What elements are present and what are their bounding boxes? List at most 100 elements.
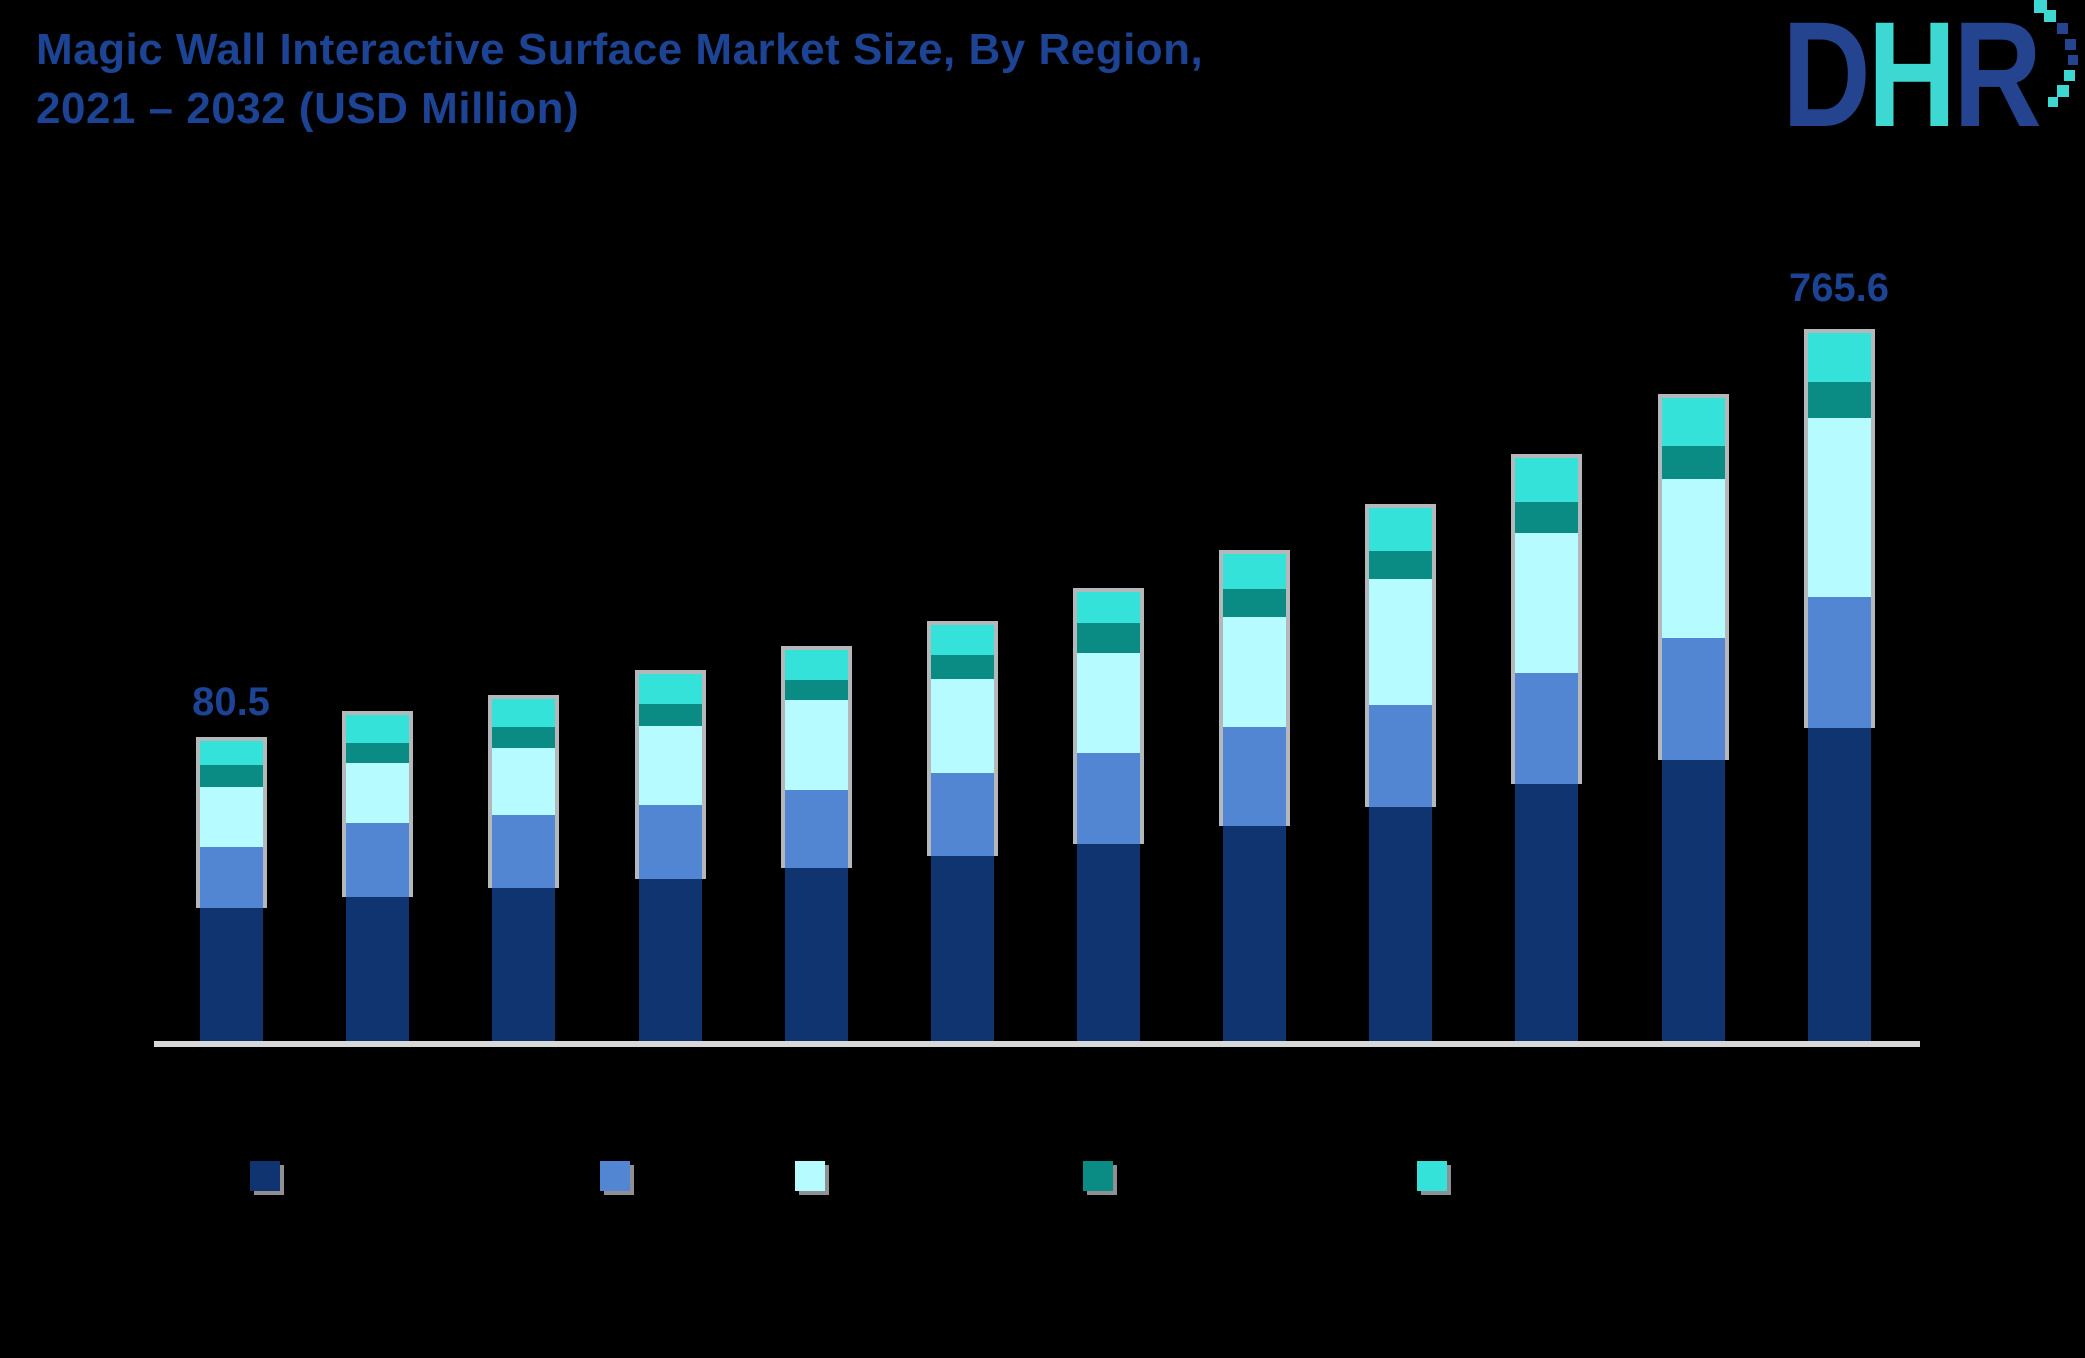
bar-2026-segment-navy — [931, 856, 994, 1041]
bar-2032 — [1804, 329, 1875, 1041]
legend-swatch-blue — [600, 1161, 630, 1191]
bar-2023-segment-light-cyan — [492, 748, 555, 815]
bar-2027-segment-light-cyan — [1077, 653, 1140, 753]
value-label-2032: 765.6 — [1788, 266, 1890, 310]
bar-2024-upper-stack — [635, 670, 706, 879]
bar-2025-segment-blue — [785, 790, 848, 868]
bar-2022-segment-light-cyan — [346, 763, 409, 823]
legend-swatch-light-cyan — [795, 1161, 825, 1191]
bar-2029 — [1365, 504, 1436, 1041]
logo-pixel-5 — [2068, 55, 2078, 65]
logo-pixel-4 — [2065, 39, 2076, 50]
bar-2031-segment-light-cyan — [1662, 479, 1725, 638]
value-label-2021: 80.5 — [192, 680, 270, 724]
bar-2031-upper-stack — [1658, 394, 1729, 760]
bar-2032-segment-navy — [1808, 728, 1871, 1041]
bar-2031-segment-teal — [1662, 446, 1725, 479]
bar-2021-segment-blue — [200, 847, 263, 908]
bar-2029-segment-teal — [1369, 551, 1432, 579]
legend-swatch-turquoise — [1417, 1161, 1447, 1191]
bar-2031 — [1658, 394, 1729, 1041]
bar-2022-segment-teal — [346, 743, 409, 763]
logo-pixel-8 — [2048, 97, 2058, 107]
bar-2027-segment-blue — [1077, 753, 1140, 844]
bar-2023-segment-turquoise — [492, 699, 555, 727]
bar-2028-segment-blue — [1223, 727, 1286, 826]
bar-2024-segment-navy — [639, 879, 702, 1041]
bar-2030-segment-light-cyan — [1515, 533, 1578, 673]
bar-2021-segment-navy — [200, 908, 263, 1041]
bar-2027 — [1073, 588, 1144, 1041]
bar-2028-segment-light-cyan — [1223, 617, 1286, 727]
logo-letter-r: R — [1953, 0, 2042, 158]
bar-2026-segment-blue — [931, 773, 994, 856]
bar-2031-segment-navy — [1662, 760, 1725, 1041]
bar-2023 — [488, 695, 559, 1041]
bar-2025-upper-stack — [781, 646, 852, 868]
bar-2029-segment-light-cyan — [1369, 579, 1432, 705]
chart-title: Magic Wall Interactive Surface Market Si… — [36, 20, 1203, 138]
logo-pixel-1 — [2034, 0, 2047, 13]
x-axis-line — [154, 1041, 1920, 1047]
dhr-logo-letters: DHR — [1782, 0, 2042, 161]
bar-2030-segment-navy — [1515, 784, 1578, 1041]
bar-2032-segment-teal — [1808, 382, 1871, 418]
logo-pixel-2 — [2044, 10, 2056, 22]
logo-letter-h: H — [1867, 0, 1957, 158]
bar-2028-segment-turquoise — [1223, 554, 1286, 589]
bar-2030-upper-stack — [1511, 454, 1582, 784]
bar-2025-segment-teal — [785, 680, 848, 700]
bar-2032-segment-blue — [1808, 597, 1871, 728]
bar-2027-upper-stack — [1073, 588, 1144, 844]
bar-2021-segment-light-cyan — [200, 787, 263, 847]
bar-2021-upper-stack — [196, 737, 267, 908]
bar-2032-segment-light-cyan — [1808, 418, 1871, 597]
bar-2027-segment-teal — [1077, 623, 1140, 653]
bar-2028-segment-teal — [1223, 589, 1286, 617]
bar-2021-segment-turquoise — [200, 741, 263, 765]
bar-2029-segment-turquoise — [1369, 508, 1432, 551]
bar-2022-segment-navy — [346, 897, 409, 1041]
bar-2026-segment-light-cyan — [931, 679, 994, 773]
bar-2023-segment-navy — [492, 888, 555, 1041]
dhr-logo: DHR — [1782, 0, 2085, 158]
bar-2025-segment-turquoise — [785, 650, 848, 680]
bar-2031-segment-blue — [1662, 638, 1725, 760]
bar-2022-segment-blue — [346, 823, 409, 897]
logo-letter-d: D — [1782, 0, 1871, 158]
bar-2026-segment-teal — [931, 655, 994, 679]
legend-swatch-navy — [250, 1161, 280, 1191]
bar-2030-segment-blue — [1515, 673, 1578, 784]
bar-2022 — [342, 711, 413, 1041]
bar-2030-segment-teal — [1515, 502, 1578, 533]
bar-2022-upper-stack — [342, 711, 413, 897]
bar-2025-segment-light-cyan — [785, 700, 848, 790]
logo-pixel-3 — [2057, 23, 2068, 34]
chart-title-line2: 2021 – 2032 (USD Million) — [36, 84, 580, 133]
bar-2026-segment-turquoise — [931, 625, 994, 655]
bar-2027-segment-navy — [1077, 844, 1140, 1041]
bar-2024-segment-teal — [639, 704, 702, 726]
bar-2028-upper-stack — [1219, 550, 1290, 826]
bar-2031-segment-turquoise — [1662, 398, 1725, 446]
bar-2024-segment-light-cyan — [639, 726, 702, 805]
bar-2027-segment-turquoise — [1077, 592, 1140, 623]
bar-2030-segment-turquoise — [1515, 458, 1578, 502]
bar-2025-segment-navy — [785, 868, 848, 1041]
bar-2029-segment-blue — [1369, 705, 1432, 807]
bar-2032-segment-turquoise — [1808, 333, 1871, 382]
bar-2029-segment-navy — [1369, 807, 1432, 1041]
bar-2023-upper-stack — [488, 695, 559, 888]
bar-2023-segment-blue — [492, 815, 555, 888]
bar-2030 — [1511, 454, 1582, 1041]
bar-2025 — [781, 646, 852, 1041]
bar-2022-segment-turquoise — [346, 715, 409, 743]
bar-2024-segment-blue — [639, 805, 702, 879]
logo-pixel-6 — [2064, 70, 2075, 81]
bar-2021-segment-teal — [200, 765, 263, 787]
bar-2026-upper-stack — [927, 621, 998, 856]
bar-2021 — [196, 737, 267, 1041]
logo-pixel-7 — [2057, 85, 2069, 97]
bar-2024 — [635, 670, 706, 1041]
